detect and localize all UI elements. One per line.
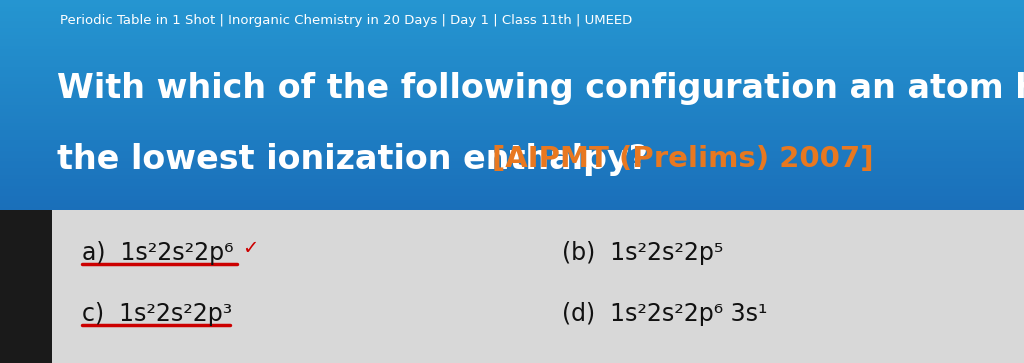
Bar (0, 156, 1024, 161)
Text: Periodic Table in 1 Shot | Inorganic Chemistry in 20 Days | Day 1 | Class 11th |: Periodic Table in 1 Shot | Inorganic Che… (60, 14, 632, 27)
Bar (0, 94, 1024, 98)
Bar (0, 37, 1024, 42)
Bar (0, 0, 52, 363)
Bar (0, 3, 1024, 7)
Bar (0, 181, 1024, 185)
Bar (0, 143, 1024, 147)
Bar (0, 58, 1024, 63)
Text: (b)  1s²2s²2p⁵: (b) 1s²2s²2p⁵ (562, 241, 723, 265)
Bar (0, 90, 1024, 94)
Bar (0, 171, 1024, 175)
Text: the lowest ionization enthalpy?: the lowest ionization enthalpy? (57, 143, 648, 176)
Bar (0, 188, 1024, 192)
Bar (0, 69, 1024, 73)
Text: With which of the following configuration an atom has: With which of the following configuratio… (57, 72, 1024, 105)
Bar (0, 195, 1024, 200)
Bar (0, 73, 1024, 77)
Bar (0, 160, 1024, 164)
Bar (0, 101, 1024, 105)
Bar (0, 20, 1024, 24)
Text: [AIPMT (Prelims) 2007]: [AIPMT (Prelims) 2007] (492, 145, 873, 173)
Bar (0, 129, 1024, 133)
Bar (0, 6, 1024, 11)
Bar (0, 135, 1024, 140)
Bar (0, 111, 1024, 115)
Bar (0, 118, 1024, 122)
Bar (0, 150, 1024, 154)
Bar (0, 146, 1024, 151)
Bar (0, 9, 1024, 14)
Bar (0, 34, 1024, 38)
Text: a)  1s²2s²2p⁶: a) 1s²2s²2p⁶ (82, 241, 233, 265)
Bar (0, 0, 1024, 4)
Bar (0, 41, 1024, 45)
Bar (0, 30, 1024, 35)
Text: (d)  1s²2s²2p⁶ 3s¹: (d) 1s²2s²2p⁶ 3s¹ (562, 302, 767, 326)
Bar (0, 13, 1024, 17)
Bar (0, 192, 1024, 196)
Bar (0, 79, 1024, 84)
Bar (0, 76, 1024, 81)
Bar (0, 174, 1024, 179)
Bar (0, 167, 1024, 171)
Bar (0, 62, 1024, 66)
Bar (0, 52, 1024, 56)
Bar (0, 27, 1024, 32)
Bar (0, 104, 1024, 109)
Text: ✓: ✓ (242, 239, 258, 258)
Bar (0, 45, 1024, 49)
Bar (0, 65, 1024, 70)
Bar (0, 48, 1024, 53)
Bar (0, 153, 1024, 158)
Bar (0, 86, 1024, 91)
Bar (0, 163, 1024, 168)
Bar (0, 202, 1024, 207)
Bar (0, 83, 1024, 87)
Bar (0, 97, 1024, 102)
Bar (0, 178, 1024, 182)
Bar (0, 205, 1024, 210)
Bar (0, 199, 1024, 203)
Bar (0, 107, 1024, 112)
Bar (0, 55, 1024, 60)
Text: c)  1s²2s²2p³: c) 1s²2s²2p³ (82, 302, 232, 326)
Bar (0, 122, 1024, 126)
Bar (0, 132, 1024, 136)
Bar (0, 114, 1024, 119)
Bar (0, 125, 1024, 130)
Bar (0, 139, 1024, 143)
Bar (52, 210, 1024, 363)
Bar (0, 24, 1024, 28)
Bar (0, 16, 1024, 21)
Bar (0, 184, 1024, 189)
